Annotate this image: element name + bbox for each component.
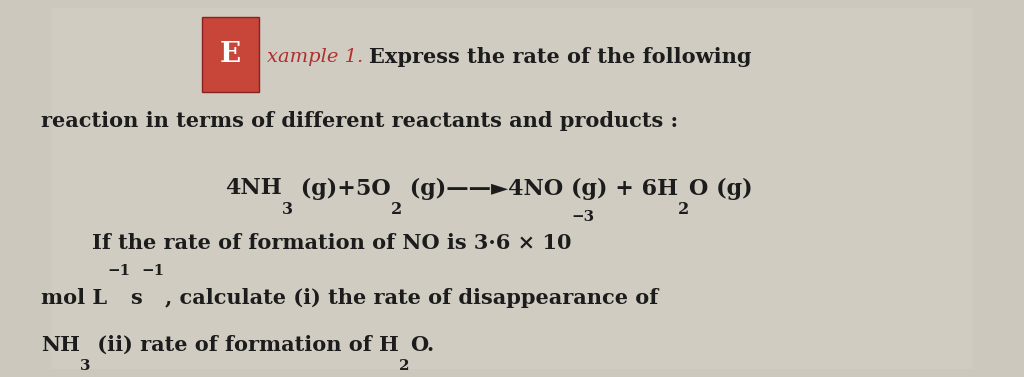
Text: 2: 2: [399, 359, 410, 373]
Text: 3: 3: [282, 201, 293, 218]
Text: 4NH: 4NH: [225, 178, 282, 199]
Text: mol L: mol L: [41, 288, 108, 308]
Text: E: E: [220, 41, 241, 68]
Text: 2: 2: [678, 201, 689, 218]
Text: O.: O.: [410, 335, 434, 355]
Text: 2: 2: [391, 201, 402, 218]
Text: , calculate (i) the rate of disappearance of: , calculate (i) the rate of disappearanc…: [165, 288, 658, 308]
Text: 3: 3: [80, 359, 90, 373]
Text: If the rate of formation of NO is 3·6 × 10: If the rate of formation of NO is 3·6 × …: [92, 233, 571, 253]
Text: −1: −1: [142, 264, 165, 279]
Text: Express the rate of the following: Express the rate of the following: [369, 46, 752, 67]
Text: (g)——►4NO (g) + 6H: (g)——►4NO (g) + 6H: [402, 178, 678, 199]
Text: NH: NH: [41, 335, 80, 355]
Text: s: s: [130, 288, 142, 308]
Text: xample 1.: xample 1.: [267, 48, 364, 66]
Text: O (g): O (g): [689, 178, 753, 199]
Text: reaction in terms of different reactants and products :: reaction in terms of different reactants…: [41, 110, 678, 131]
Text: −3: −3: [571, 210, 595, 224]
Text: (ii) rate of formation of H: (ii) rate of formation of H: [90, 335, 399, 355]
Text: −1: −1: [108, 264, 130, 279]
Text: (g)+5O: (g)+5O: [293, 178, 391, 199]
